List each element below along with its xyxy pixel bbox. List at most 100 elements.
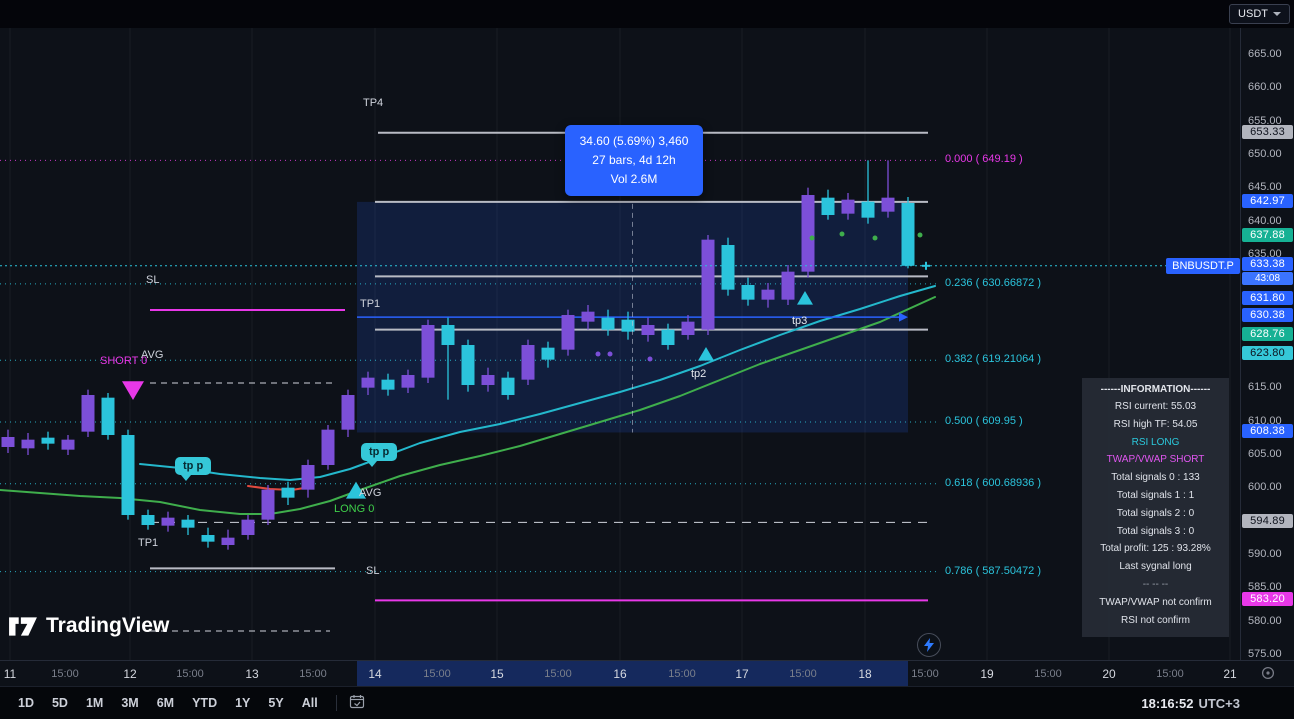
candle bbox=[41, 437, 55, 444]
topbar: USDT bbox=[0, 0, 1294, 28]
price-badge: 653.33 bbox=[1242, 125, 1293, 139]
candle bbox=[761, 289, 775, 300]
time-label: 18 bbox=[858, 667, 872, 681]
range-button-6m[interactable]: 6M bbox=[149, 692, 182, 714]
price-tick: 580.00 bbox=[1248, 614, 1282, 627]
fast-ma-cyan bbox=[139, 285, 936, 481]
candle bbox=[681, 321, 695, 335]
go-to-date-button[interactable] bbox=[345, 692, 370, 715]
candle bbox=[541, 347, 555, 360]
time-label: 21 bbox=[1223, 667, 1237, 681]
price-badge: 630.38 bbox=[1242, 308, 1293, 322]
price-tick: 645.00 bbox=[1248, 181, 1282, 194]
candle bbox=[241, 519, 255, 535]
candle bbox=[81, 395, 95, 432]
quote-currency-label: USDT bbox=[1238, 8, 1268, 20]
candle bbox=[321, 429, 335, 465]
candle bbox=[821, 197, 835, 215]
symbol-price-label: BNBUSDT.P bbox=[1166, 257, 1240, 274]
range-button-1y[interactable]: 1Y bbox=[227, 692, 258, 714]
range-selector: 1D 5D 1M 3M 6M YTD 1Y 5Y All bbox=[10, 692, 328, 714]
chart-label-tp2: tp2 bbox=[691, 368, 707, 380]
candle bbox=[421, 325, 435, 378]
clock-time: 18:16:52 bbox=[1141, 695, 1194, 711]
plot-dot bbox=[872, 235, 878, 241]
price-tick: 575.00 bbox=[1248, 648, 1282, 660]
chart-label-sl: SL bbox=[146, 274, 160, 286]
price-axis[interactable]: 665.00 660.00 655.00 650.00 645.00 640.00 635.… bbox=[1240, 28, 1294, 660]
triangle-up-marker bbox=[346, 481, 366, 499]
time-label: 15 bbox=[490, 667, 504, 681]
lightning-boost-icon[interactable] bbox=[917, 633, 941, 657]
time-label: 15:00 bbox=[668, 668, 696, 680]
candle bbox=[141, 515, 155, 525]
candle bbox=[721, 245, 735, 290]
price-tick: 640.00 bbox=[1248, 214, 1282, 227]
range-button-3m[interactable]: 3M bbox=[113, 692, 146, 714]
price-tick: 615.00 bbox=[1248, 381, 1282, 394]
information-row: RSI high TF: 54.05 bbox=[1113, 418, 1198, 430]
chart-label-avg: AVG bbox=[141, 349, 164, 361]
tradingview-logo-icon bbox=[9, 617, 37, 636]
fib-level-label: 0.786 ( 587.50472 ) bbox=[945, 564, 1042, 577]
bubble-pointer bbox=[367, 461, 377, 467]
price-badge: 623.80 bbox=[1242, 346, 1293, 360]
price-tick: 585.00 bbox=[1248, 581, 1282, 594]
range-button-1d[interactable]: 1D bbox=[10, 692, 42, 714]
chart-label-tp3: tp3 bbox=[792, 315, 808, 327]
information-row: RSI not confirm bbox=[1121, 614, 1190, 626]
go-to-date-icon bbox=[349, 694, 364, 708]
candle bbox=[101, 397, 115, 435]
plot-dot bbox=[917, 232, 923, 238]
time-label: 15:00 bbox=[1156, 668, 1184, 680]
information-row: Total signals 3 : 0 bbox=[1116, 525, 1195, 537]
range-button-ytd[interactable]: YTD bbox=[184, 692, 225, 714]
time-label: 16 bbox=[613, 667, 627, 681]
measure-tooltip: 34.60 (5.69%) 3,460 27 bars, 4d 12h Vol … bbox=[565, 125, 703, 196]
time-label: 17 bbox=[735, 667, 749, 681]
information-row: TWAP/VWAP SHORT bbox=[1106, 454, 1205, 466]
plot-dot bbox=[839, 231, 845, 237]
information-row: Total profit: 125 : 93.28% bbox=[1100, 543, 1211, 555]
measure-range: 34.60 (5.69%) 3,460 bbox=[579, 134, 689, 148]
range-button-5y[interactable]: 5Y bbox=[260, 692, 291, 714]
fib-level-label: 0.000 ( 649.19 ) bbox=[945, 153, 1023, 166]
range-button-all[interactable]: All bbox=[294, 692, 326, 714]
chart-label-tp1: TP1 bbox=[360, 298, 381, 310]
candlestick-chart[interactable] bbox=[0, 28, 1240, 660]
candle bbox=[861, 201, 875, 218]
candle bbox=[441, 325, 455, 345]
time-label: 11 bbox=[3, 667, 17, 681]
time-axis[interactable]: 11 15:00 12 15:00 13 15:00 14 15:00 15 15:00 16 15:… bbox=[0, 660, 1294, 686]
candle bbox=[561, 315, 575, 350]
toolbar-divider bbox=[335, 695, 337, 711]
range-button-5d[interactable]: 5D bbox=[44, 692, 76, 714]
candle bbox=[461, 345, 475, 385]
scale-settings-icon[interactable] bbox=[1260, 665, 1276, 686]
plot-dot bbox=[607, 351, 613, 357]
price-tick: 650.00 bbox=[1248, 148, 1282, 160]
price-badge: 637.88 bbox=[1242, 228, 1293, 242]
time-label: 15:00 bbox=[299, 668, 327, 680]
candle bbox=[21, 439, 35, 449]
candle bbox=[521, 345, 535, 380]
quote-currency-dropdown[interactable]: USDT bbox=[1229, 4, 1290, 24]
measure-arrowhead bbox=[899, 312, 908, 322]
information-row: RSI current: 55.03 bbox=[1114, 401, 1197, 412]
candle bbox=[261, 489, 275, 520]
bottom-toolbar: 1D 5D 1M 3M 6M YTD 1Y 5Y All 18:16:52 UTC+3 bbox=[0, 686, 1294, 719]
red-ma-segment bbox=[247, 485, 311, 491]
clock[interactable]: 18:16:52 UTC+3 bbox=[1141, 696, 1240, 711]
tp-bubble-label: tp p bbox=[175, 457, 212, 481]
information-row: Total signals 1 : 1 bbox=[1116, 489, 1195, 501]
candle bbox=[781, 271, 795, 300]
information-row: TWAP/VWAP not confirm bbox=[1099, 596, 1212, 608]
plot-dot bbox=[647, 356, 653, 362]
candle bbox=[741, 285, 755, 300]
chart-label-tp1: TP1 bbox=[138, 537, 159, 549]
chevron-down-icon bbox=[1273, 12, 1281, 20]
chart-area[interactable]: TP4 SL TP1 AVG SHORT 0 tp3 tp2 AVG LONG 0 TP1 SL 0… bbox=[0, 28, 1294, 660]
range-button-1m[interactable]: 1M bbox=[78, 692, 111, 714]
time-label: 15:00 bbox=[789, 668, 817, 680]
